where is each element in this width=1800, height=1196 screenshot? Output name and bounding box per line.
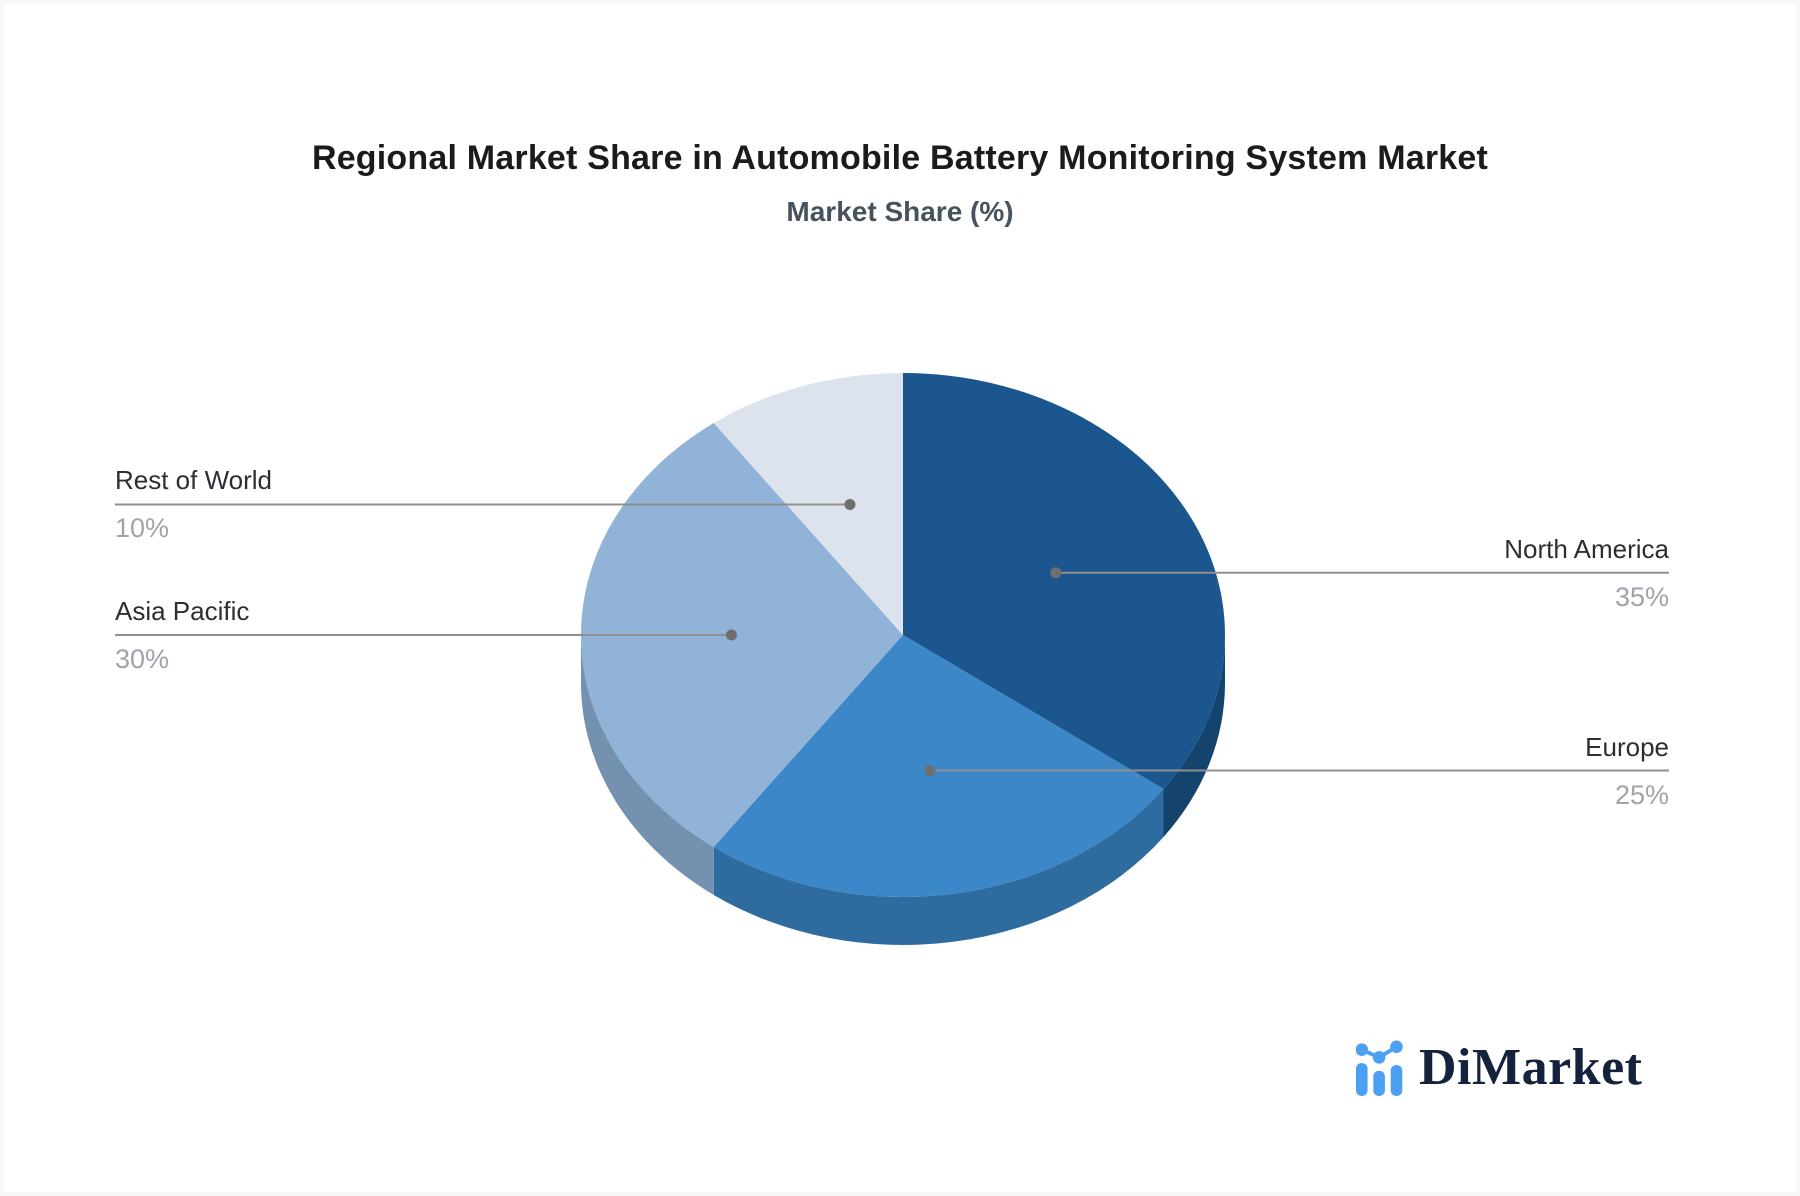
logo-dot-2 (1372, 1051, 1386, 1064)
logo-dot-3 (1390, 1040, 1403, 1054)
brand-name: DiMarket (1419, 1039, 1643, 1096)
slice-label-europe: Europe (1585, 731, 1669, 762)
leader-dot-north-america (1050, 567, 1062, 579)
chart-subtitle: Market Share (%) (786, 196, 1014, 227)
pie-slice-europe[interactable] (713, 635, 1164, 897)
leader-dot-rest-of-world (844, 498, 856, 510)
slice-value-north-america: 35% (1614, 581, 1669, 612)
pie-side-asia-pacific (581, 635, 714, 895)
pie-slice-north-america[interactable] (903, 373, 1225, 789)
pie-slice-asia-pacific[interactable] (581, 423, 903, 847)
slice-label-north-america: North America (1504, 533, 1669, 564)
logo-bar-1 (1356, 1063, 1368, 1096)
slice-value-rest-of-world: 10% (115, 513, 170, 544)
slice-value-europe: 25% (1614, 779, 1669, 810)
leader-dot-asia-pacific (725, 629, 737, 641)
logo-dot-1 (1356, 1043, 1369, 1056)
pie-side-north-america (1163, 635, 1225, 837)
logo-bar-3 (1390, 1065, 1403, 1096)
slice-label-asia-pacific: Asia Pacific (115, 596, 250, 626)
logo-bar-2 (1373, 1070, 1385, 1096)
leader-dot-europe (924, 765, 936, 777)
pie-side-europe (713, 788, 1164, 945)
slice-label-rest-of-world: Rest of World (115, 465, 273, 496)
logo-bars-icon (1356, 1040, 1403, 1096)
chart-title: Regional Market Share in Automobile Batt… (311, 139, 1489, 177)
slice-value-asia-pacific: 30% (115, 644, 170, 674)
brand-logo: DiMarket (1356, 1036, 1642, 1100)
